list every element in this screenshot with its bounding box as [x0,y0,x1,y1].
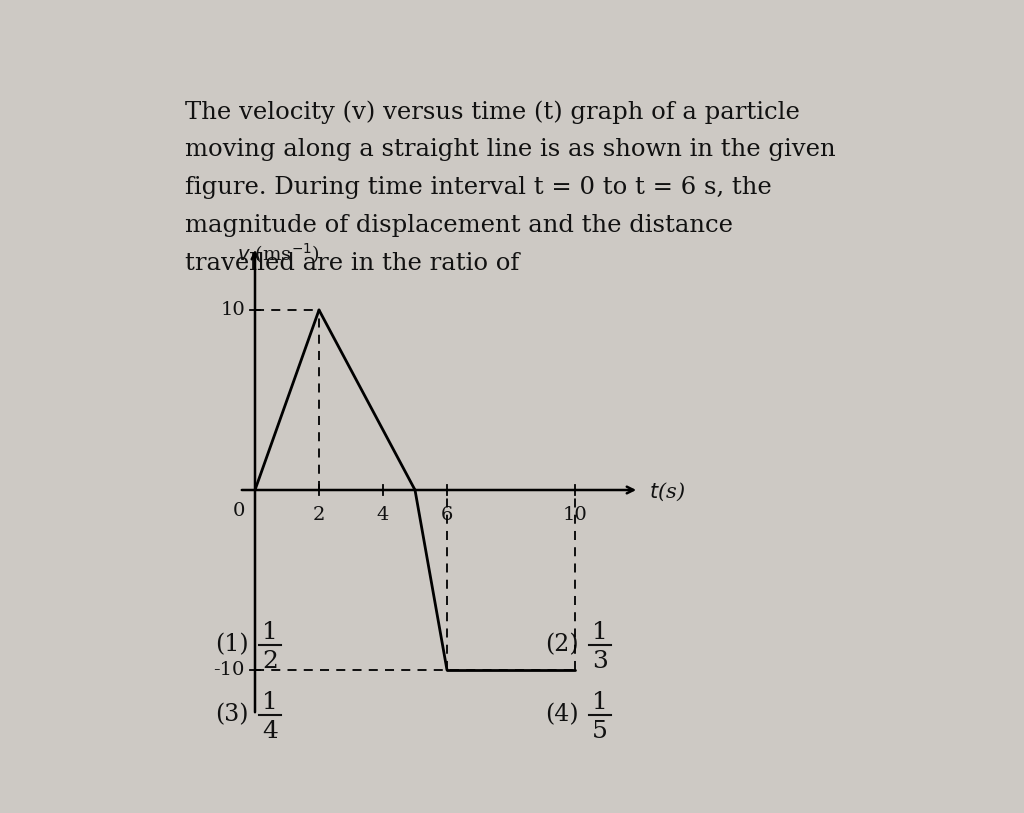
Text: 1: 1 [262,690,278,714]
Text: 2: 2 [312,506,326,524]
Text: 4: 4 [262,720,278,742]
Text: 1: 1 [592,690,608,714]
Text: 10: 10 [220,301,245,319]
Text: 3: 3 [592,650,608,672]
Text: 6: 6 [440,506,454,524]
Text: 0: 0 [232,502,245,520]
Text: moving along a straight line is as shown in the given: moving along a straight line is as shown… [185,138,836,161]
Text: travelled are in the ratio of: travelled are in the ratio of [185,252,519,275]
Text: 4: 4 [377,506,389,524]
Text: (4): (4) [545,703,579,727]
Text: 10: 10 [562,506,588,524]
Text: (1): (1) [215,633,249,657]
Text: (3): (3) [215,703,249,727]
Text: $t$(s): $t$(s) [648,480,685,503]
Text: $v$ (ms$^{-1}$): $v$ (ms$^{-1}$) [237,241,319,267]
Text: -10: -10 [214,661,245,679]
Text: The velocity (v) versus time (t) graph of a particle: The velocity (v) versus time (t) graph o… [185,100,800,124]
Text: (2): (2) [545,633,579,657]
Text: 1: 1 [592,620,608,644]
Text: 2: 2 [262,650,278,672]
Text: figure. During time interval t = 0 to t = 6 s, the: figure. During time interval t = 0 to t … [185,176,772,199]
Text: magnitude of displacement and the distance: magnitude of displacement and the distan… [185,214,733,237]
Text: 5: 5 [592,720,608,742]
Text: 1: 1 [262,620,278,644]
